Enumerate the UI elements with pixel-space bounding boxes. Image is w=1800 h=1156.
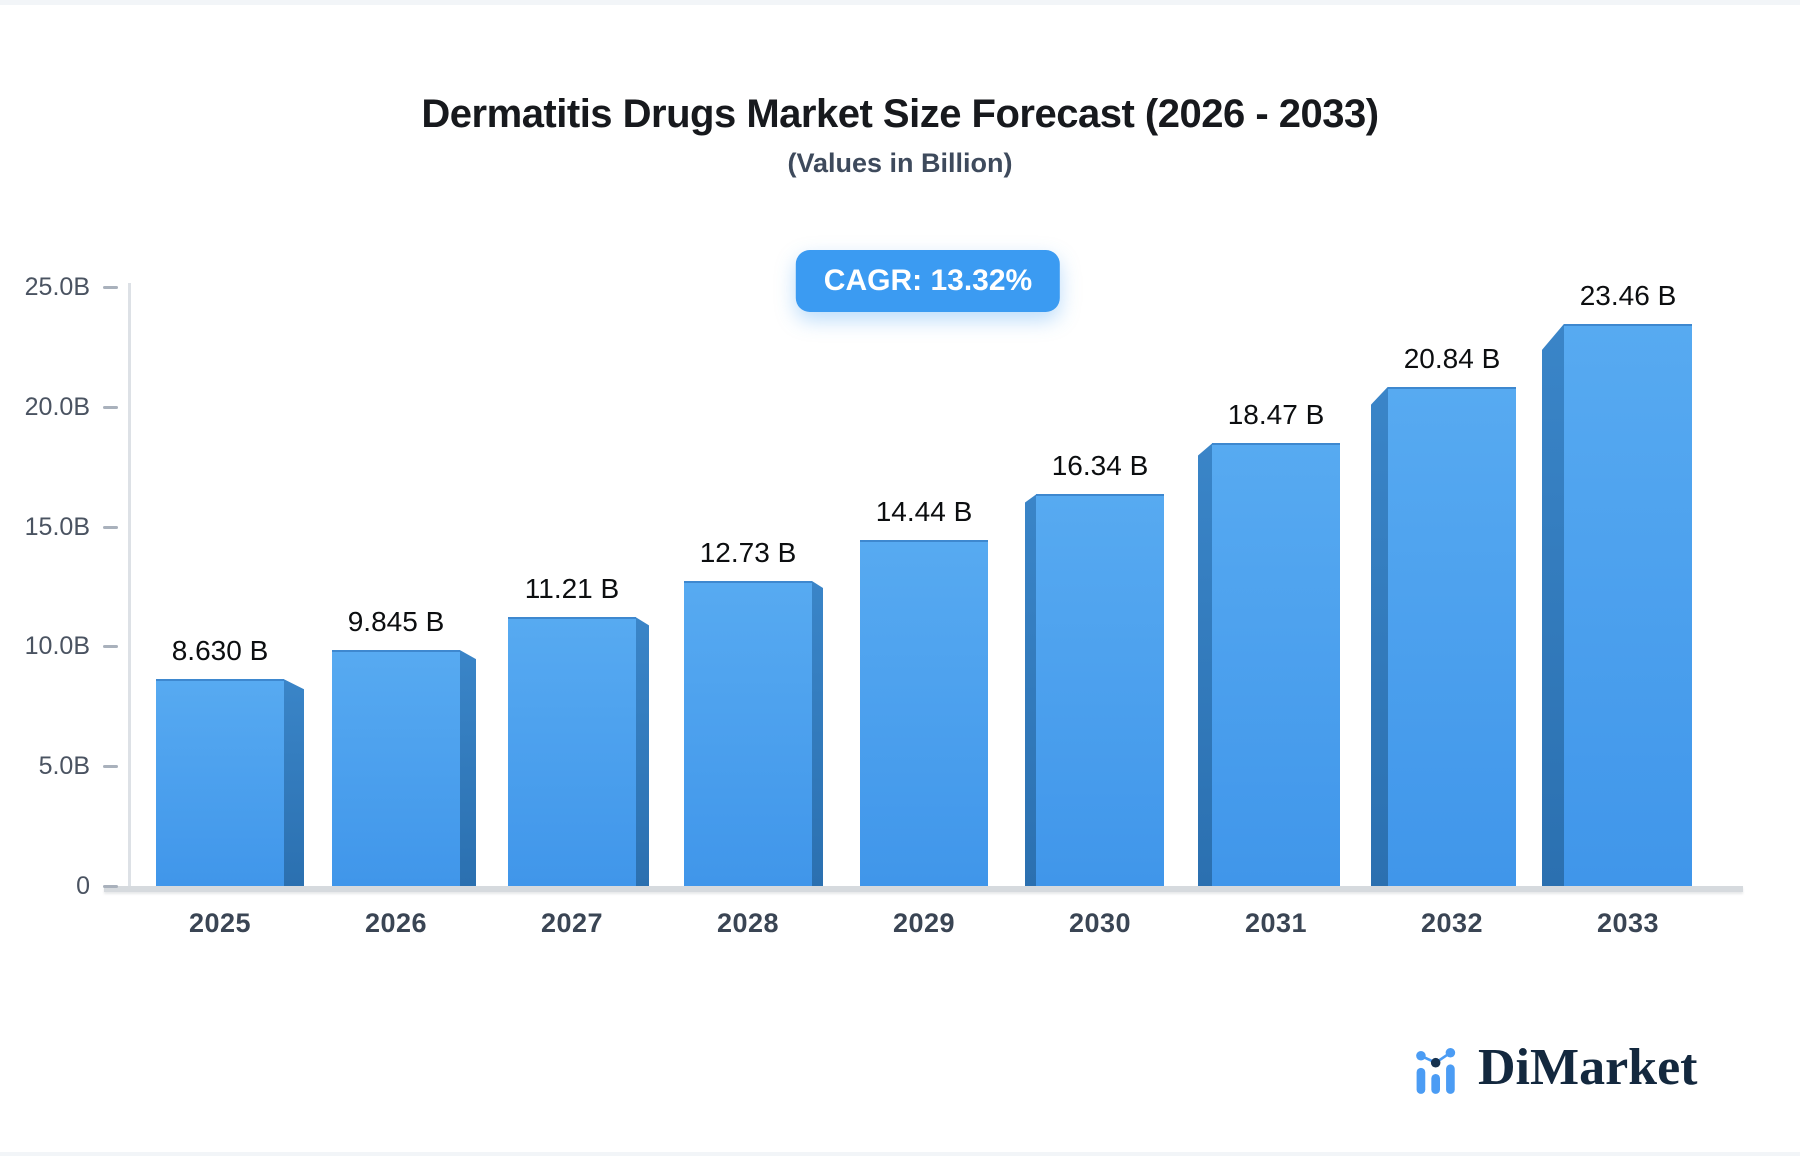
bar-2026 <box>332 650 460 886</box>
y-axis-tick-mark <box>103 405 118 409</box>
bar-2029 <box>860 540 988 886</box>
y-axis-tick-label: 0 <box>76 872 90 900</box>
bar-2032 <box>1388 386 1516 886</box>
x-axis-label-2030: 2030 <box>1068 908 1132 938</box>
y-axis-tick-label: 5.0B <box>38 752 90 781</box>
bar-side-2031 <box>1198 443 1212 886</box>
y-axis-tick-mark <box>103 765 118 769</box>
x-axis-label-2026: 2026 <box>364 908 428 938</box>
x-axis-label-2033: 2033 <box>1596 908 1660 938</box>
x-axis-label-2029: 2029 <box>892 908 956 938</box>
bar-line-chart-icon <box>1416 1047 1456 1094</box>
x-axis-label-2031: 2031 <box>1244 908 1308 938</box>
bar-2028 <box>684 580 812 886</box>
bar-side-2033 <box>1542 323 1564 886</box>
bar-value-label: 23.46 B <box>1579 279 1677 311</box>
bar-2025 <box>156 679 284 886</box>
x-axis-label-2025: 2025 <box>188 908 252 938</box>
y-axis-tick-label: 20.0B <box>24 392 90 421</box>
y-axis-line <box>128 283 131 890</box>
x-axis-label-2032: 2032 <box>1420 908 1484 938</box>
brand-logo-text: DiMarket <box>1478 1039 1698 1096</box>
bar-2033 <box>1564 323 1692 886</box>
bar-value-label: 12.73 B <box>699 536 797 568</box>
bar-value-label: 14.44 B <box>875 496 973 528</box>
chart-subtitle: (Values in Billion) <box>787 148 1013 178</box>
y-axis-tick-mark <box>103 645 118 649</box>
y-axis-tick-label: 15.0B <box>24 512 90 541</box>
bar-value-label: 11.21 B <box>524 573 620 605</box>
bar-side-2030 <box>1025 494 1036 886</box>
bar-side-2028 <box>812 580 823 886</box>
y-axis-tick-mark <box>103 286 118 289</box>
bar-value-label: 20.84 B <box>1403 342 1501 374</box>
bar-2030 <box>1036 494 1164 886</box>
bar-2027 <box>508 617 636 886</box>
bar-value-label: 18.47 B <box>1227 399 1325 431</box>
x-axis-label-2027: 2027 <box>540 908 604 938</box>
cagr-badge: CAGR: 13.32% <box>795 250 1061 312</box>
bar-side-2026 <box>460 650 476 886</box>
bar-value-label: 8.630 B <box>171 635 269 667</box>
bar-2031 <box>1212 443 1340 886</box>
x-axis-baseline <box>104 886 1743 892</box>
x-axis-label-2028: 2028 <box>716 908 780 938</box>
bar-side-2025 <box>284 679 304 886</box>
brand-logo: DiMarket <box>1414 1042 1697 1098</box>
y-axis-tick-mark <box>103 525 118 529</box>
chart-title: Dermatitis Drugs Market Size Forecast (2… <box>421 92 1379 136</box>
bar-side-2027 <box>636 617 649 886</box>
bar-value-label: 16.34 B <box>1051 450 1149 482</box>
y-axis-tick-label: 25.0B <box>24 273 90 301</box>
bar-value-label: 9.845 B <box>347 606 445 638</box>
bar-side-2032 <box>1371 386 1388 886</box>
y-axis-tick-label: 10.0B <box>24 632 90 661</box>
y-axis-tick-mark <box>103 885 118 888</box>
